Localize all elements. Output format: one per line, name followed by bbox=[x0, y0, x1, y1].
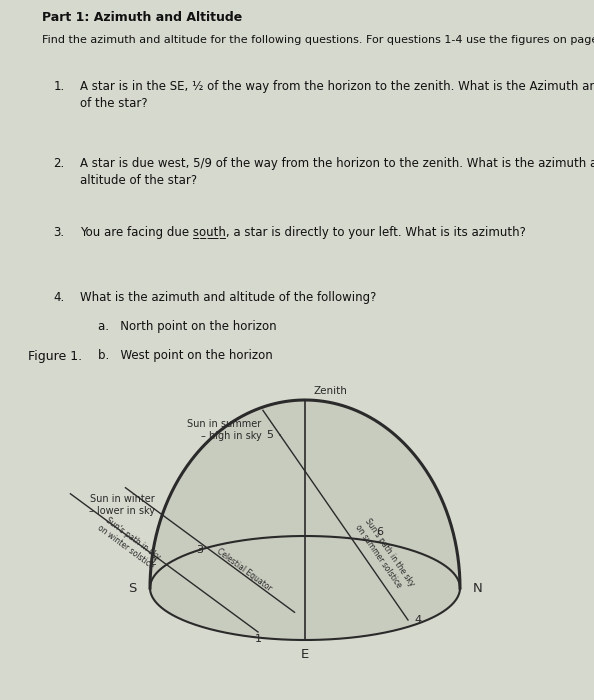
Text: S: S bbox=[128, 582, 136, 594]
Text: E: E bbox=[301, 648, 309, 661]
Text: 2.: 2. bbox=[53, 157, 65, 169]
Text: 4.: 4. bbox=[53, 291, 65, 304]
Text: 4: 4 bbox=[415, 615, 422, 625]
Text: 1: 1 bbox=[254, 634, 261, 644]
Text: Sun in summer
– high in sky: Sun in summer – high in sky bbox=[187, 419, 261, 441]
Text: 3.: 3. bbox=[53, 225, 65, 239]
Text: 5: 5 bbox=[267, 430, 273, 440]
Text: 1.: 1. bbox=[53, 80, 65, 93]
Text: Zenith: Zenith bbox=[313, 386, 347, 396]
Text: What is the azimuth and altitude of the following?: What is the azimuth and altitude of the … bbox=[80, 291, 377, 304]
Polygon shape bbox=[150, 400, 460, 588]
Text: Sun's path in sky
on winter solstice: Sun's path in sky on winter solstice bbox=[96, 514, 162, 571]
Text: 3: 3 bbox=[197, 545, 204, 555]
Text: 2: 2 bbox=[150, 557, 157, 567]
Text: Celestial Equator: Celestial Equator bbox=[216, 547, 274, 593]
Text: A star is due west, 5/9 of the way from the horizon to the zenith. What is the a: A star is due west, 5/9 of the way from … bbox=[80, 157, 594, 186]
Text: N: N bbox=[473, 582, 483, 594]
Polygon shape bbox=[150, 588, 460, 640]
Text: b.   West point on the horizon: b. West point on the horizon bbox=[98, 349, 273, 363]
Text: Find the azimuth and altitude for the following questions. For questions 1-4 use: Find the azimuth and altitude for the fo… bbox=[42, 34, 594, 45]
Text: Sun's path in the sky
on summer solstice: Sun's path in the sky on summer solstice bbox=[354, 517, 416, 594]
Text: A star is in the SE, ½ of the way from the horizon to the zenith. What is the Az: A star is in the SE, ½ of the way from t… bbox=[80, 80, 594, 110]
Text: 6: 6 bbox=[377, 527, 384, 537]
Text: You are facing due s̲o̲u̲t̲h̲, a star is directly to your left. What is its azim: You are facing due s̲o̲u̲t̲h̲, a star is… bbox=[80, 225, 526, 239]
Text: Sun in winter
– lower in sky: Sun in winter – lower in sky bbox=[89, 494, 154, 516]
Text: Figure 1.: Figure 1. bbox=[28, 350, 82, 363]
Text: Part 1: Azimuth and Altitude: Part 1: Azimuth and Altitude bbox=[42, 11, 242, 24]
Text: a.   North point on the horizon: a. North point on the horizon bbox=[98, 321, 277, 333]
